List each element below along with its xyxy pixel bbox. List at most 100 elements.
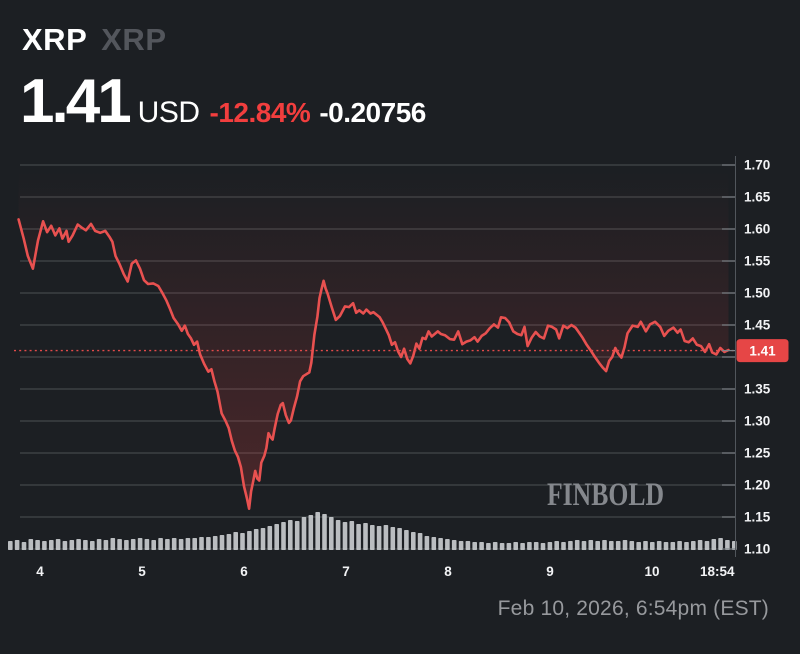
volume-bar — [219, 535, 225, 550]
x-axis-label: 18:54 — [700, 564, 735, 579]
current-price-badge-background — [736, 339, 789, 363]
y-axis-label: 1.65 — [744, 190, 771, 205]
volume-bar — [144, 539, 150, 550]
volume-bar — [151, 540, 156, 550]
volume-bar — [165, 539, 170, 550]
y-axis-label: 1.70 — [744, 158, 770, 173]
volume-bar — [76, 539, 81, 550]
volume-bar — [356, 524, 361, 550]
price-value: 1.41 — [20, 67, 132, 136]
volume-bar — [383, 525, 389, 550]
volume-bar — [438, 538, 443, 550]
volume-bar — [110, 538, 116, 550]
volume-bar — [677, 541, 682, 550]
loss-area-fill — [18, 165, 729, 509]
volume-bar — [247, 531, 252, 550]
x-axis-label: 10 — [644, 564, 659, 579]
volume-bar — [14, 540, 20, 550]
chart-timestamp: Feb 10, 2026, 6:54pm (EST) — [497, 597, 769, 620]
volume-bar — [431, 537, 437, 550]
volume-bar — [315, 512, 320, 550]
volume-bar — [568, 541, 573, 550]
volume-bar — [445, 539, 450, 550]
x-axis-labels: 4 5 6 7 8 9 10 18:54 — [36, 564, 735, 579]
y-axis-ticks — [722, 164, 735, 550]
volume-bar — [458, 541, 464, 550]
volume-bar — [158, 538, 163, 550]
volume-bar — [192, 538, 197, 550]
volume-bar — [199, 537, 204, 550]
volume-bar — [547, 542, 553, 550]
volume-bar — [390, 527, 396, 550]
volume-bar — [28, 539, 34, 550]
x-axis-label: 6 — [240, 564, 248, 579]
price-change-absolute: -0.20756 — [319, 97, 426, 128]
volume-bar — [274, 524, 279, 550]
volume-bar — [49, 540, 54, 550]
volume-bar — [62, 541, 68, 550]
asset-symbol-secondary: XRP — [101, 22, 167, 57]
volume-bar — [691, 541, 696, 550]
volume-bar — [656, 541, 662, 550]
volume-bar — [602, 540, 607, 550]
price-header: 1.41 USD -12.84% -0.20756 — [20, 67, 426, 136]
volume-bar — [288, 520, 293, 550]
price-change-percent: -12.84% — [209, 97, 311, 128]
volume-bar — [281, 522, 286, 550]
volume-bar — [260, 528, 266, 550]
y-axis-label: 1.30 — [744, 414, 770, 429]
volume-bar — [499, 543, 505, 550]
volume-bar — [335, 520, 341, 550]
volume-bar — [267, 526, 273, 550]
volume-bar — [513, 542, 518, 550]
finbold-watermark: FINBOLD — [547, 477, 664, 513]
asset-symbol: XRP — [22, 22, 88, 57]
volume-bar — [42, 541, 47, 550]
volume-bar — [492, 542, 498, 550]
volume-bar — [212, 536, 218, 550]
asset-header: XRP XRP — [22, 22, 167, 58]
x-axis-label: 5 — [138, 564, 146, 579]
volume-bar — [424, 536, 430, 550]
volume-bar — [643, 541, 648, 550]
volume-bar — [540, 543, 546, 550]
volume-bar — [574, 540, 580, 550]
volume-bar — [397, 528, 402, 550]
volume-bar — [83, 540, 88, 550]
volume-bar — [124, 540, 129, 550]
volume-bar — [69, 540, 75, 550]
volume-bar — [670, 542, 676, 550]
y-axis-label: 1.35 — [744, 382, 771, 397]
y-axis-label: 1.10 — [744, 542, 770, 557]
y-axis-label: 1.15 — [744, 510, 771, 525]
volume-bar — [718, 538, 723, 550]
volume-bar — [697, 540, 703, 550]
y-axis-label: 1.45 — [744, 318, 771, 333]
volume-bar — [329, 517, 334, 550]
volume-bar — [581, 541, 587, 550]
volume-bar — [465, 541, 471, 550]
volume-bar — [178, 539, 184, 550]
volume-bar — [609, 541, 614, 550]
volume-bar — [411, 532, 416, 550]
volume-bar — [533, 542, 539, 550]
volume-bar — [376, 526, 382, 550]
volume-bar — [506, 543, 512, 550]
volume-bar — [629, 541, 635, 550]
volume-bar — [117, 539, 122, 550]
volume-bar — [171, 538, 177, 550]
price-line — [17, 218, 730, 510]
volume-bar — [520, 543, 525, 550]
volume-bar — [650, 542, 655, 550]
x-axis-label: 9 — [546, 564, 554, 579]
x-axis-label: 7 — [342, 564, 350, 579]
volume-bar — [55, 539, 61, 550]
volume-bars — [8, 512, 737, 550]
volume-bar — [240, 533, 245, 550]
volume-bar — [363, 523, 368, 550]
volume-bar — [322, 514, 327, 550]
volume-bar — [8, 541, 13, 550]
volume-bar — [527, 542, 532, 550]
